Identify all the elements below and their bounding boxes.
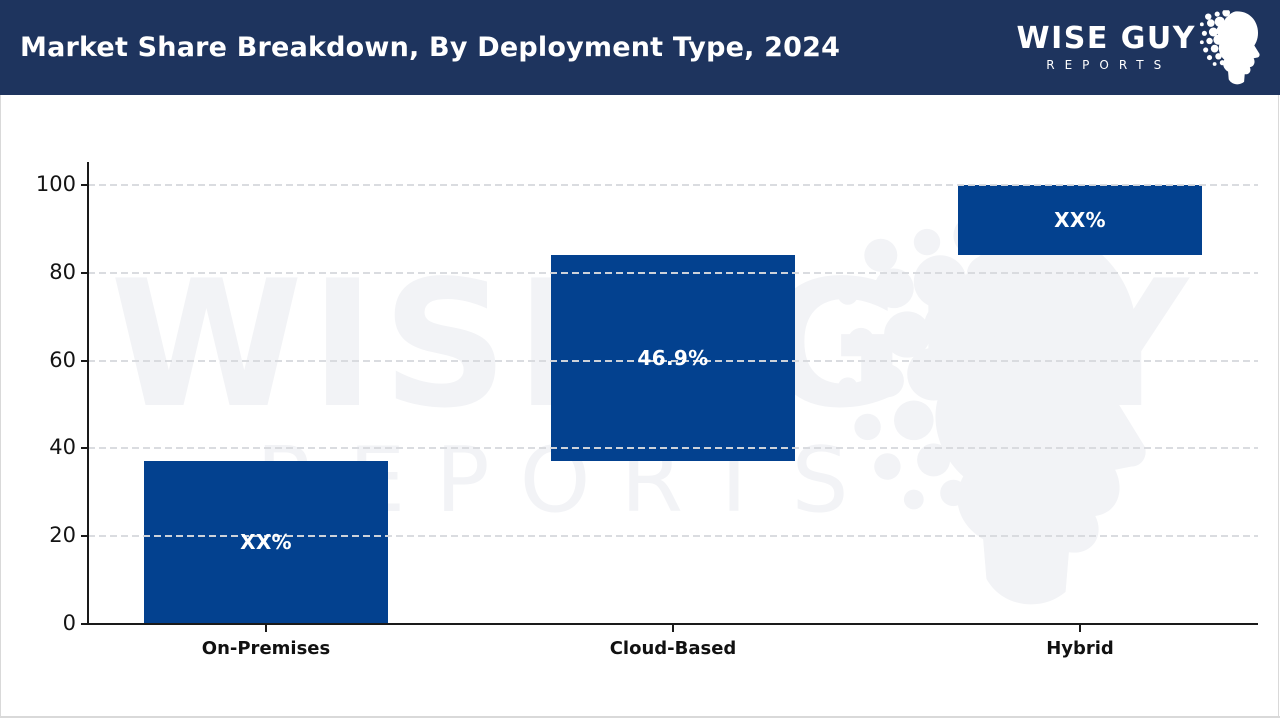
y-tick-mark [81, 184, 88, 186]
watermark-head-icon [828, 222, 1158, 612]
gridline [88, 184, 1258, 186]
y-tick-label: 80 [49, 259, 76, 284]
y-tick-label: 20 [49, 523, 76, 548]
page-title: Market Share Breakdown, By Deployment Ty… [20, 32, 841, 63]
x-tick-mark [265, 625, 267, 632]
x-tick-mark [672, 625, 674, 632]
bar-segment [958, 185, 1202, 255]
y-tick-mark [81, 447, 88, 450]
y-axis-line [87, 162, 89, 625]
y-tick-label: 60 [49, 347, 76, 372]
head-dots-icon [1198, 10, 1262, 86]
header-bar: Market Share Breakdown, By Deployment Ty… [0, 0, 1280, 95]
x-category-label: Cloud-Based [609, 638, 737, 659]
x-axis-line [87, 623, 1258, 625]
bar-segment [551, 254, 795, 461]
y-tick-label: 0 [62, 611, 76, 635]
gridline [88, 359, 1258, 362]
brand-logo: WISE GUY REPORTS [1016, 10, 1262, 86]
y-tick-mark [81, 359, 88, 362]
brand-subtitle: REPORTS [1046, 58, 1172, 72]
y-tick-label: 40 [49, 435, 76, 460]
bottom-divider [0, 716, 1280, 718]
bar-value-label: XX% [1054, 207, 1106, 232]
gridline [88, 535, 1258, 538]
bar-value-label: 46.9% [637, 345, 709, 370]
x-category-label: On-Premises [201, 638, 331, 659]
left-border [0, 95, 1, 718]
brand-name: WISE GUY [1016, 21, 1196, 56]
right-border [1278, 95, 1279, 718]
y-tick-mark [81, 535, 88, 538]
gridline [88, 271, 1258, 274]
y-tick-label: 100 [35, 172, 76, 196]
gridline [88, 447, 1258, 450]
brand-wordmark: WISE GUY REPORTS [1016, 21, 1196, 72]
bar-segment [144, 460, 388, 624]
x-category-label: Hybrid [1046, 638, 1114, 659]
x-tick-mark [1079, 625, 1081, 632]
y-tick-mark [81, 271, 88, 274]
bar-value-label: XX% [240, 530, 292, 555]
y-tick-mark [81, 623, 88, 625]
